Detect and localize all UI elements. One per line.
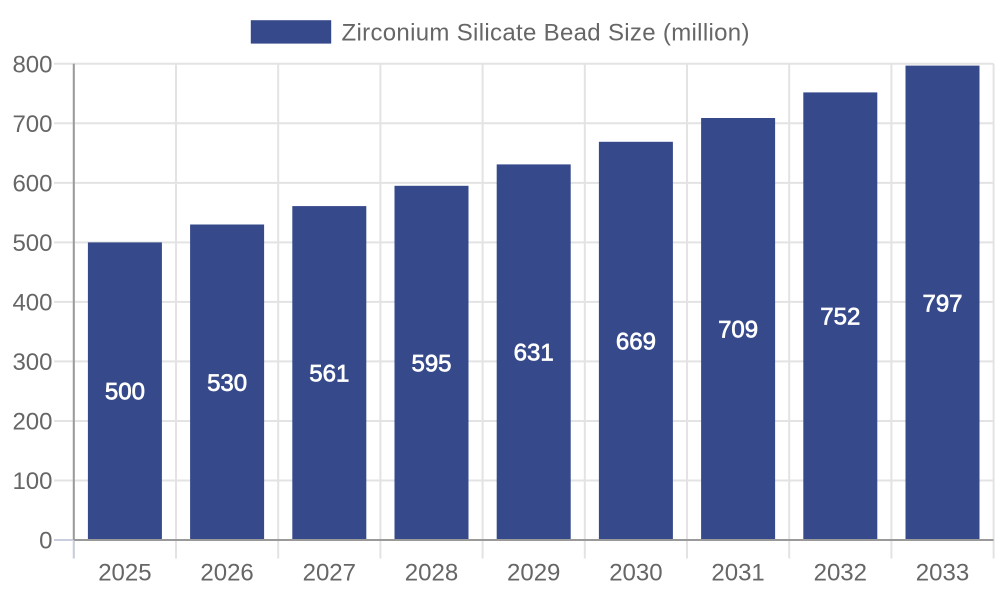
svg-text:709: 709 bbox=[718, 317, 758, 344]
svg-text:2033: 2033 bbox=[916, 560, 969, 587]
svg-text:700: 700 bbox=[12, 111, 52, 138]
svg-text:0: 0 bbox=[39, 528, 52, 555]
svg-text:2030: 2030 bbox=[609, 560, 662, 587]
svg-text:500: 500 bbox=[12, 230, 52, 257]
svg-text:2029: 2029 bbox=[507, 560, 560, 587]
svg-text:2031: 2031 bbox=[711, 560, 764, 587]
svg-text:2028: 2028 bbox=[405, 560, 458, 587]
svg-text:500: 500 bbox=[105, 379, 145, 406]
svg-text:2027: 2027 bbox=[303, 560, 356, 587]
svg-text:300: 300 bbox=[12, 349, 52, 376]
svg-text:600: 600 bbox=[12, 170, 52, 197]
svg-text:2026: 2026 bbox=[200, 560, 253, 587]
svg-text:400: 400 bbox=[12, 289, 52, 316]
svg-text:669: 669 bbox=[616, 328, 656, 355]
svg-text:2025: 2025 bbox=[98, 560, 151, 587]
svg-text:100: 100 bbox=[12, 468, 52, 495]
svg-text:631: 631 bbox=[514, 340, 554, 367]
svg-text:530: 530 bbox=[207, 370, 247, 397]
svg-text:800: 800 bbox=[12, 51, 52, 78]
svg-text:595: 595 bbox=[411, 350, 451, 377]
svg-text:561: 561 bbox=[309, 361, 349, 388]
svg-text:200: 200 bbox=[12, 409, 52, 436]
svg-text:2032: 2032 bbox=[814, 560, 867, 587]
svg-text:752: 752 bbox=[820, 304, 860, 331]
svg-text:Zirconium Silicate Bead Size (: Zirconium Silicate Bead Size (million) bbox=[342, 19, 750, 46]
svg-text:797: 797 bbox=[922, 290, 962, 317]
